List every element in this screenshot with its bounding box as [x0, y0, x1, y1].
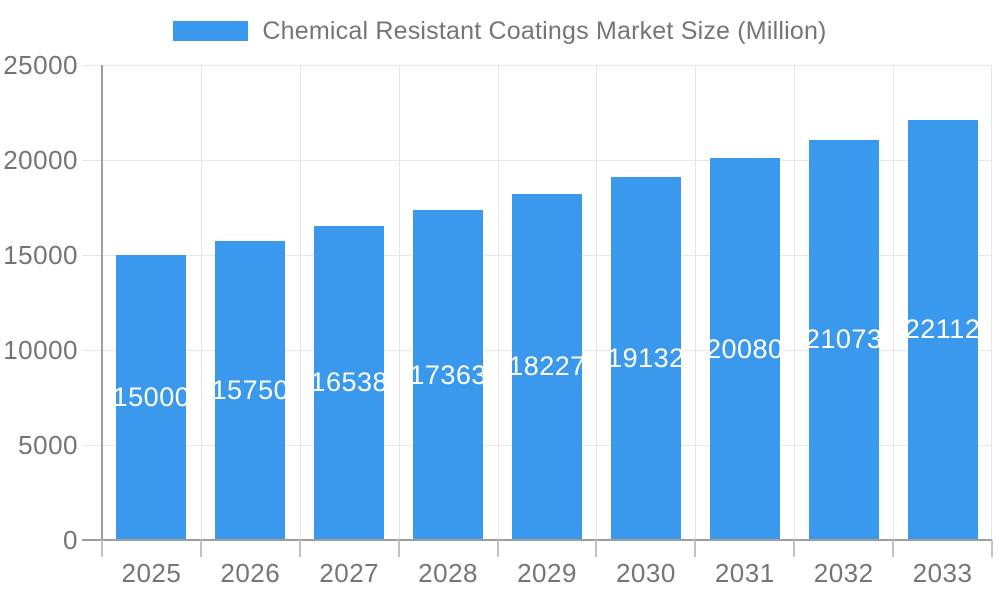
legend-label: Chemical Resistant Coatings Market Size …: [262, 16, 827, 45]
bar[interactable]: 16538: [310, 225, 388, 540]
bar[interactable]: 15750: [212, 240, 289, 540]
y-axis-tick-label: 0: [63, 525, 78, 555]
y-axis-tick-label: 5000: [18, 430, 78, 460]
y-axis-tick-label: 25000: [3, 50, 78, 80]
x-axis-tick-label: 2033: [912, 558, 973, 588]
x-axis-tick: [595, 540, 597, 557]
gridline-horizontal: [82, 64, 992, 66]
bar[interactable]: 22112: [904, 119, 981, 540]
x-axis-tick-label: 2032: [813, 558, 874, 588]
gridline-vertical: [497, 65, 499, 540]
legend[interactable]: Chemical Resistant Coatings Market Size …: [0, 14, 1000, 48]
gridline-vertical: [200, 65, 202, 540]
x-axis-tick-label: 2030: [615, 558, 676, 588]
bar-value-label: 15750: [211, 374, 290, 405]
gridline-vertical: [398, 65, 400, 540]
x-axis-tick: [200, 540, 202, 557]
y-axis-tick-label: 20000: [3, 145, 78, 175]
bar[interactable]: 21073: [805, 139, 882, 540]
x-axis-tick-label: 2027: [319, 558, 380, 588]
bar-value-label: 18227: [508, 351, 586, 382]
gridline-vertical: [892, 65, 894, 540]
gridline-horizontal: [82, 159, 992, 161]
gridline-vertical: [694, 65, 696, 540]
bar[interactable]: 17363: [409, 210, 486, 540]
bar[interactable]: 19132: [607, 176, 684, 540]
gridline-vertical: [990, 65, 992, 540]
bar-value-label: 22112: [904, 314, 981, 345]
gridline-vertical: [595, 65, 597, 540]
x-axis-tick: [991, 540, 993, 557]
bar-value-label: 16538: [310, 367, 389, 398]
x-axis-tick: [892, 540, 894, 557]
x-axis-tick: [101, 540, 103, 557]
x-axis-tick: [398, 540, 400, 557]
bar-value-label: 19132: [607, 342, 685, 373]
y-axis-tick-label: 15000: [3, 240, 78, 270]
x-axis-tick: [694, 540, 696, 557]
x-axis-tick-label: 2029: [517, 558, 577, 588]
x-axis-tick: [299, 540, 301, 557]
gridline-vertical: [793, 65, 795, 540]
x-axis-tick: [793, 540, 795, 557]
bar[interactable]: 15000: [113, 255, 190, 540]
bar[interactable]: 18227: [508, 193, 585, 540]
y-axis-line: [101, 65, 103, 541]
gridline-vertical: [299, 65, 301, 540]
x-axis-tick-label: 2025: [121, 558, 182, 588]
bar-value-label: 21073: [804, 324, 883, 355]
y-axis-tick-label: 10000: [3, 335, 78, 365]
x-axis-line: [82, 539, 992, 541]
bar[interactable]: 20080: [706, 158, 783, 540]
x-axis-tick-label: 2031: [714, 558, 775, 588]
legend-swatch: [173, 21, 249, 41]
x-axis-tick-label: 2026: [220, 558, 281, 588]
plot-area: 15000 15750 16538 17363 18227 19132 20080 21073…: [82, 64, 992, 540]
x-axis-tick: [497, 540, 499, 557]
bar-value-label: 20080: [705, 333, 784, 364]
bar-value-label: 15000: [112, 382, 191, 412]
bar-value-label: 17363: [409, 359, 487, 390]
x-axis-tick-label: 2028: [418, 558, 479, 588]
